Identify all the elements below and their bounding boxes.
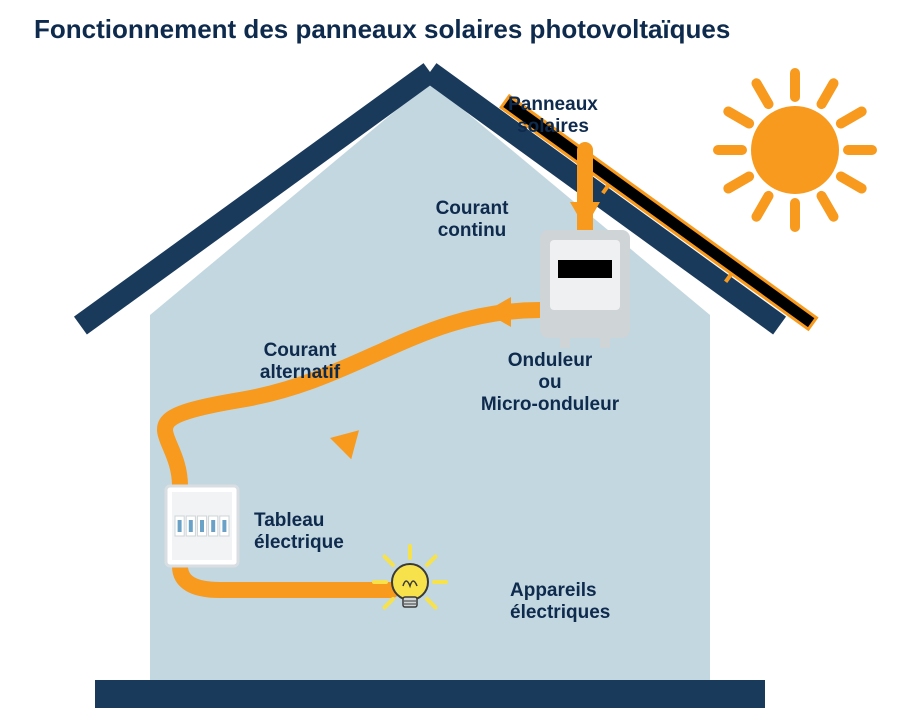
electrical-panel-icon (166, 486, 238, 566)
diagram-canvas (0, 0, 922, 720)
house-shape (80, 72, 779, 708)
sun-icon (718, 73, 872, 227)
inverter-icon (540, 230, 630, 348)
